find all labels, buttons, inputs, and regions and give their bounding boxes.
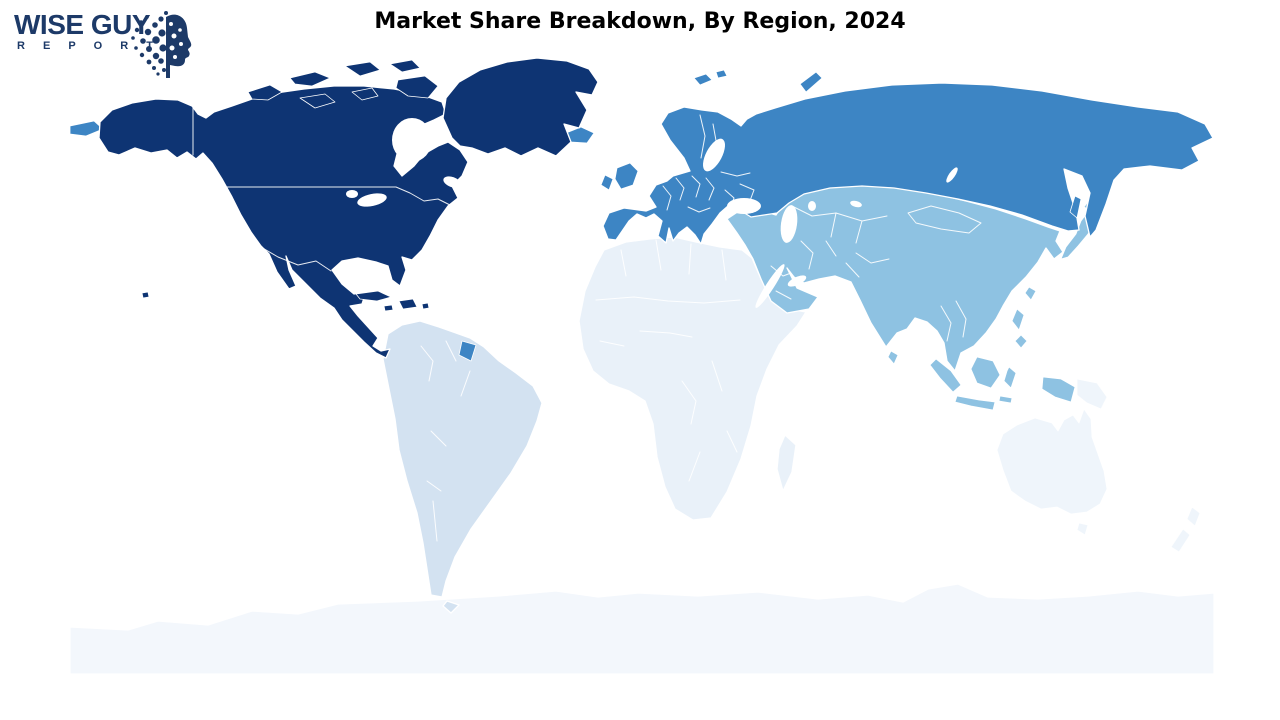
- novaya-zemlya-shape: [799, 71, 823, 93]
- water-bodies: [346, 118, 958, 308]
- sumatra-shape: [929, 358, 962, 393]
- new-guinea-east-shape: [1076, 378, 1108, 410]
- region-south-america: [382, 320, 543, 614]
- region-north-america: [98, 57, 599, 359]
- svalbard-shape: [693, 73, 713, 86]
- arctic-island-shape: [289, 71, 331, 87]
- new-zealand-north-shape: [1186, 506, 1201, 527]
- logo-subtext: R E P O R T S: [17, 40, 186, 52]
- arctic-island-shape: [389, 59, 421, 73]
- new-guinea-west-shape: [1041, 376, 1076, 403]
- philippines-shape: [1011, 308, 1025, 331]
- chukotka-wrap-shape: [69, 120, 104, 137]
- caspian-sea-water: [780, 205, 798, 243]
- st-lawrence-water: [443, 176, 461, 188]
- chart-title: Market Share Breakdown, By Region, 2024: [374, 9, 906, 34]
- tierra-del-fuego-shape: [442, 600, 460, 614]
- south-america-shape: [382, 320, 543, 598]
- arctic-island-shape: [247, 84, 283, 101]
- sulawesi-shape: [1003, 366, 1017, 389]
- country-borders: [192, 106, 982, 542]
- sakhalin-shape: [1069, 195, 1082, 219]
- french-guiana-shape: [458, 340, 477, 362]
- region-africa: [578, 236, 807, 521]
- baltic-sea-water: [702, 138, 726, 172]
- wiseguy-logo: WISE GUY R E P O R T S: [14, 9, 214, 79]
- borneo-shape: [970, 356, 1001, 389]
- cuba-shape: [355, 290, 392, 302]
- hudson-bay-water: [392, 118, 432, 162]
- north-america-shape: [98, 85, 469, 359]
- taiwan-shape: [1024, 286, 1037, 301]
- africa-shape: [578, 236, 807, 521]
- philippines-south-shape: [1014, 334, 1028, 349]
- great-lakes-water: [346, 190, 358, 198]
- region-antarctica: [69, 583, 1215, 675]
- jamaica-shape: [383, 304, 394, 312]
- aral-sea-water: [808, 201, 816, 211]
- region-oceania: [996, 378, 1201, 553]
- lesser-sunda-shape: [998, 395, 1013, 404]
- java-shape: [954, 395, 996, 411]
- lake-balkhash-water: [850, 200, 862, 208]
- australia-shape: [996, 408, 1108, 515]
- red-sea-water: [755, 264, 785, 308]
- hispaniola-shape: [398, 298, 418, 310]
- head-profile-icon: [131, 11, 192, 79]
- puerto-rico-shape: [421, 302, 430, 310]
- logo-wordmark: WISE GUY: [14, 9, 151, 40]
- arctic-island-shape: [299, 93, 336, 109]
- tasmania-shape: [1076, 522, 1089, 536]
- arctic-island-shape: [344, 61, 381, 77]
- great-britain-shape: [614, 162, 639, 190]
- sri-lanka-shape: [887, 350, 899, 365]
- black-sea-water: [727, 198, 761, 214]
- great-lakes-water: [357, 193, 387, 207]
- baffin-island-shape: [395, 75, 439, 99]
- greenland-shape: [442, 57, 599, 157]
- ireland-shape: [600, 174, 614, 191]
- svalbard-east-shape: [715, 69, 728, 79]
- arctic-island-shape: [351, 87, 379, 101]
- persian-gulf-water: [787, 275, 807, 287]
- hawaii-shape: [141, 291, 150, 299]
- new-zealand-south-shape: [1170, 528, 1191, 553]
- madagascar-shape: [776, 434, 797, 492]
- lake-baikal-water: [946, 167, 958, 183]
